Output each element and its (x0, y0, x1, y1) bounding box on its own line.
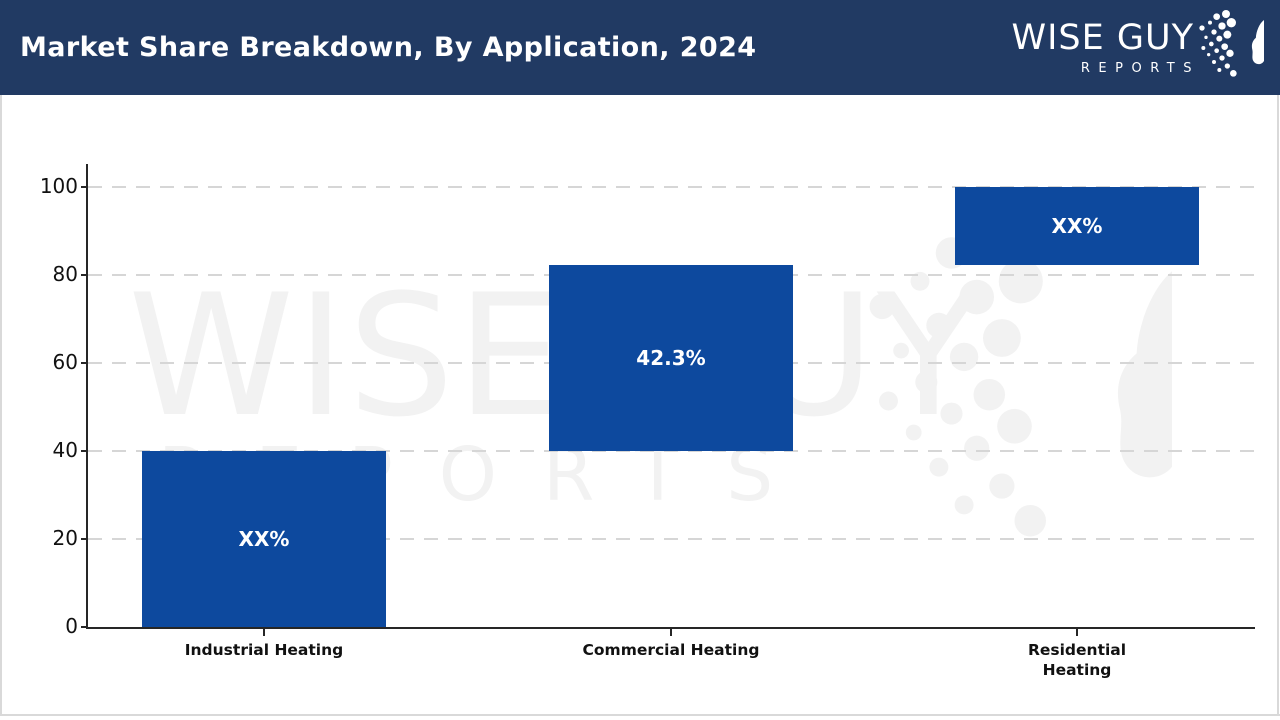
x-category-label: Residential Heating (1027, 641, 1127, 680)
header-bar: Market Share Breakdown, By Application, … (0, 0, 1280, 95)
y-tick-label-0: 0 (65, 614, 78, 638)
frame-border-left (0, 95, 2, 716)
y-tick-label-20: 20 (52, 526, 78, 550)
frame-border-bottom (0, 714, 1280, 716)
x-tick-0 (263, 629, 265, 636)
gridline-40 (88, 450, 1255, 452)
y-tick-20 (81, 538, 88, 540)
y-tick-label-100: 100 (39, 174, 78, 198)
gridline-20 (88, 538, 1255, 540)
y-tick-100 (81, 186, 88, 188)
wise-guy-reports-logo: WISE GUY REPORTS (1011, 8, 1280, 88)
logo-reports-label: REPORTS (1080, 60, 1200, 76)
y-tick-label-60: 60 (52, 350, 78, 374)
bar-residential-heating: XX% (955, 187, 1199, 265)
y-tick-40 (81, 450, 88, 452)
y-axis-spine (86, 164, 88, 629)
bar-commercial-heating: 42.3% (549, 264, 793, 451)
x-category-label: Commercial Heating (582, 641, 760, 659)
page-title: Market Share Breakdown, By Application, … (20, 32, 757, 63)
x-category-label: Industrial Heating (184, 641, 344, 659)
y-tick-0 (81, 626, 88, 628)
y-tick-label-80: 80 (52, 262, 78, 286)
bar-value-label: XX% (238, 527, 290, 551)
bar-value-label: XX% (1051, 213, 1103, 238)
logo-text: WISE GUY REPORTS (1011, 17, 1194, 75)
bar-industrial-heating: XX% (142, 451, 386, 627)
logo-wiseguy-label: WISE GUY (1011, 17, 1194, 58)
y-tick-60 (81, 362, 88, 364)
y-tick-label-40: 40 (52, 438, 78, 462)
gridline-100 (88, 186, 1255, 188)
x-tick-1 (670, 629, 672, 636)
x-axis-spine (86, 627, 1255, 629)
frame-border-right (1277, 95, 1279, 716)
dotted-head-profile-icon (1199, 9, 1264, 77)
bar-value-label: 42.3% (636, 345, 706, 370)
y-tick-80 (81, 274, 88, 276)
x-tick-2 (1076, 629, 1078, 636)
